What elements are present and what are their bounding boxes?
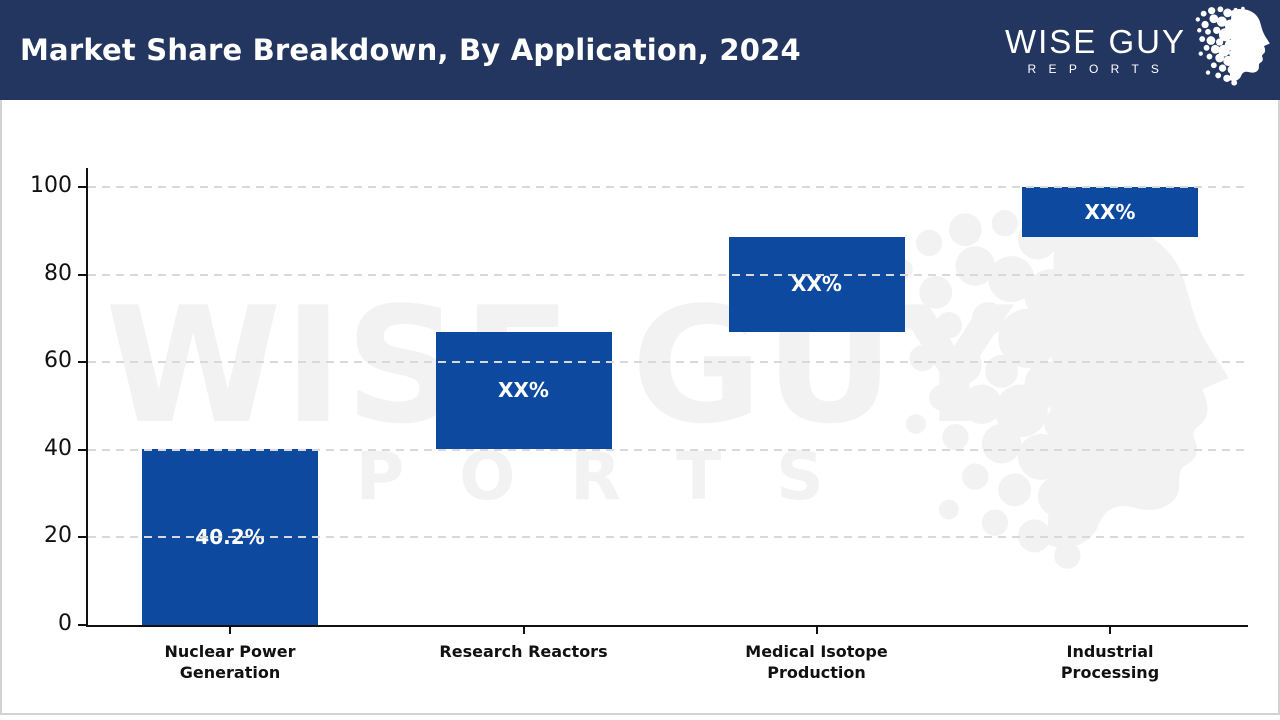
brand-subname: R E P O R T S [1027,61,1164,76]
bar: XX% [1022,187,1198,238]
x-category-label-line: Processing [1060,663,1160,682]
bar-value-label: XX% [791,272,842,297]
x-category-label: Industrial Processing [980,641,1240,683]
brand-name: WISE GUY [1004,22,1186,60]
y-axis-line [86,168,88,627]
x-category-label-line: Medical Isotope [745,642,888,661]
y-tick-label: 60 [44,348,72,374]
y-tick-label: 80 [44,260,72,286]
x-tick-mark [229,627,231,634]
header: Market Share Breakdown, By Application, … [0,0,1280,100]
x-category-label-line: Production [767,663,866,682]
x-tick-mark [815,627,818,634]
y-tick-label: 100 [30,173,72,198]
y-tick-label: 0 [58,611,72,636]
y-tick-mark [78,273,86,276]
x-tick-mark [1109,627,1111,634]
x-category-label-line: Industrial [1066,642,1154,661]
y-tick-mark [78,536,86,539]
x-category-label-line: Nuclear Power [164,642,296,661]
y-tick-label: 20 [44,523,72,549]
x-axis-line [86,625,1248,627]
brand-head-logo-icon [1192,4,1272,96]
y-tick-mark [78,186,86,188]
grid-line [88,361,1248,364]
brand-logo: WISE GUY R E P O R T S [1005,0,1272,100]
y-tick-mark [78,624,86,626]
grid-line [88,536,1248,539]
bar: XX% [728,237,905,332]
brand-wordmark: WISE GUY R E P O R T S [1004,22,1186,76]
grid-line [88,448,1248,451]
grid-line [88,273,1248,276]
y-tick-mark [78,361,86,364]
bar-value-label: XX% [498,378,549,403]
x-category-label-line: Research Reactors [439,642,608,661]
x-category-label: Research Reactors [394,641,654,662]
y-tick-mark [78,448,86,451]
x-category-label-line: Generation [179,663,281,682]
page-title: Market Share Breakdown, By Application, … [20,33,801,67]
y-tick-label: 40 [44,435,72,461]
grid-line [88,186,1248,188]
x-tick-mark [522,627,525,634]
x-category-label: Nuclear Power Generation [100,641,360,683]
bar-value-label: XX% [1084,200,1136,225]
bar: XX% [435,331,612,449]
x-category-label: Medical Isotope Production [687,641,947,683]
